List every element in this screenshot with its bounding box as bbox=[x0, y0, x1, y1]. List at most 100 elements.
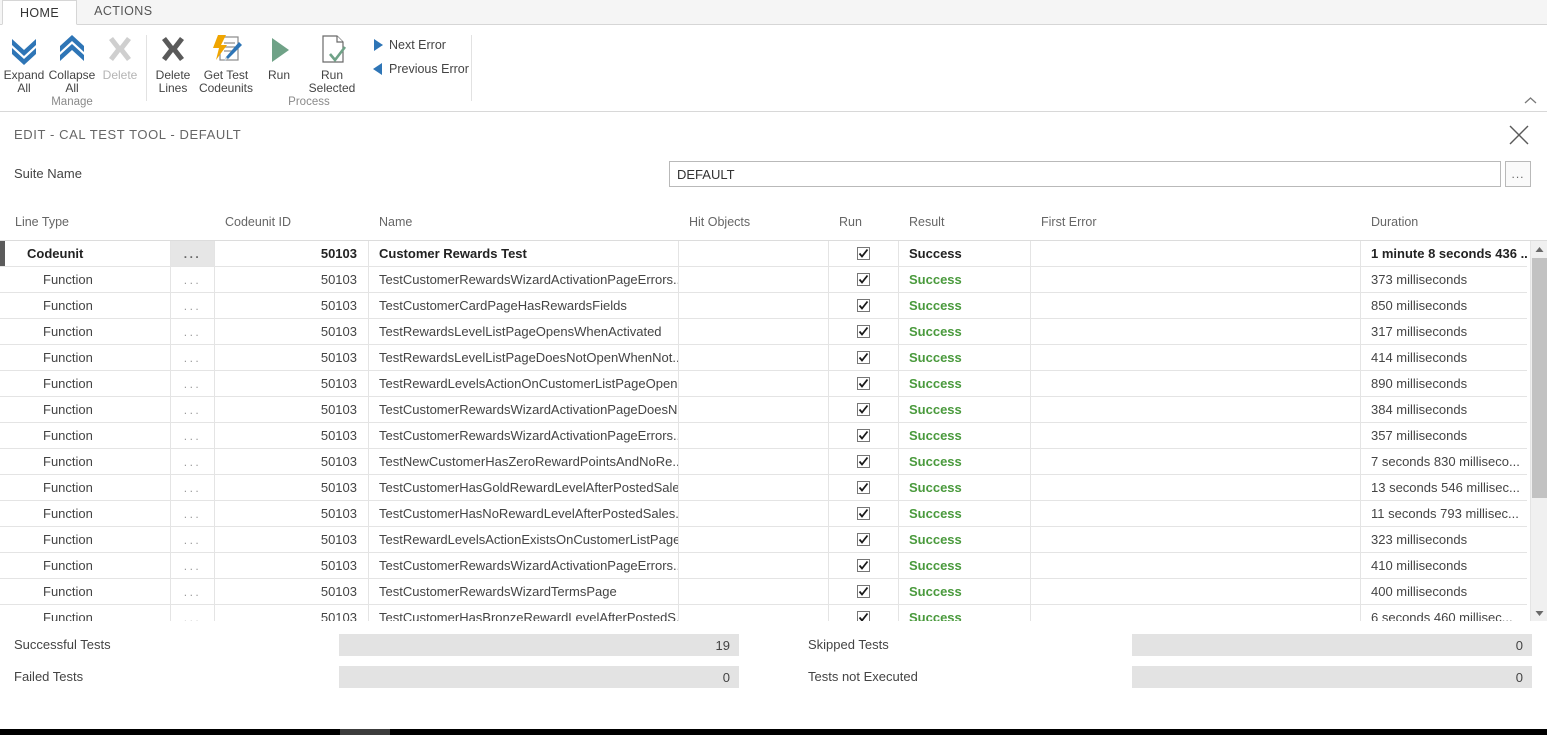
close-button[interactable] bbox=[1505, 121, 1533, 149]
row-menu-button[interactable]: ... bbox=[171, 293, 215, 319]
cell-name[interactable]: TestCustomerRewardsWizardActivationPageE… bbox=[369, 423, 679, 449]
cell-hit-objects[interactable] bbox=[679, 371, 829, 397]
table-row[interactable]: Function... 50103 TestCustomerHasNoRewardL… bbox=[0, 501, 1547, 527]
cell-run-checkbox[interactable] bbox=[829, 579, 899, 605]
checkbox-checked-icon[interactable] bbox=[857, 481, 870, 494]
cell-type[interactable]: Function bbox=[5, 553, 171, 579]
row-selector[interactable] bbox=[0, 475, 5, 501]
column-header-first-error[interactable]: First Error bbox=[1041, 215, 1097, 229]
cell-hit-objects[interactable] bbox=[679, 501, 829, 527]
table-row[interactable]: Codeunit... 50103 Customer Rewards Test Suc… bbox=[0, 241, 1547, 267]
scroll-down-arrow-icon[interactable] bbox=[1531, 605, 1547, 621]
taskbar-item[interactable] bbox=[340, 729, 390, 735]
cell-run-checkbox[interactable] bbox=[829, 423, 899, 449]
checkbox-checked-icon[interactable] bbox=[857, 585, 870, 598]
cell-result[interactable]: Success bbox=[899, 241, 1031, 267]
cell-result[interactable]: Success bbox=[899, 449, 1031, 475]
checkbox-checked-icon[interactable] bbox=[857, 559, 870, 572]
cell-type[interactable]: Function bbox=[5, 397, 171, 423]
table-row[interactable]: Function... 50103 TestCustomerRewardsWizar… bbox=[0, 267, 1547, 293]
checkbox-checked-icon[interactable] bbox=[857, 533, 870, 546]
cell-duration[interactable]: 384 milliseconds bbox=[1361, 397, 1527, 423]
column-header-duration[interactable]: Duration bbox=[1371, 215, 1419, 229]
cell-run-checkbox[interactable] bbox=[829, 371, 899, 397]
table-row[interactable]: Function... 50103 TestRewardLevelsActionOn… bbox=[0, 371, 1547, 397]
cell-first-error[interactable] bbox=[1031, 579, 1361, 605]
row-selector[interactable] bbox=[0, 397, 5, 423]
cell-hit-objects[interactable] bbox=[679, 553, 829, 579]
cell-result[interactable]: Success bbox=[899, 267, 1031, 293]
cell-duration[interactable]: 7 seconds 830 milliseco... bbox=[1361, 449, 1527, 475]
cell-first-error[interactable] bbox=[1031, 319, 1361, 345]
column-header-result[interactable]: Result bbox=[909, 215, 945, 229]
cell-first-error[interactable] bbox=[1031, 371, 1361, 397]
row-menu-button[interactable]: ... bbox=[171, 449, 215, 475]
checkbox-checked-icon[interactable] bbox=[857, 611, 870, 621]
checkbox-checked-icon[interactable] bbox=[857, 247, 870, 260]
cell-hit-objects[interactable] bbox=[679, 527, 829, 553]
ribbon-collapse-button[interactable] bbox=[1521, 91, 1539, 109]
cell-first-error[interactable] bbox=[1031, 345, 1361, 371]
cell-hit-objects[interactable] bbox=[679, 293, 829, 319]
cell-result[interactable]: Success bbox=[899, 501, 1031, 527]
cell-name[interactable]: TestCustomerCardPageHasRewardsFields bbox=[369, 293, 679, 319]
checkbox-checked-icon[interactable] bbox=[857, 273, 870, 286]
cell-type[interactable]: Function bbox=[5, 579, 171, 605]
cell-run-checkbox[interactable] bbox=[829, 449, 899, 475]
scrollbar-thumb[interactable] bbox=[1532, 258, 1547, 498]
cell-result[interactable]: Success bbox=[899, 605, 1031, 621]
column-header-codeunit-id[interactable]: Codeunit ID bbox=[225, 215, 292, 229]
cell-type[interactable]: Function bbox=[5, 319, 171, 345]
row-menu-button[interactable]: ... bbox=[171, 371, 215, 397]
cell-codeunit-id[interactable]: 50103 bbox=[215, 501, 369, 527]
checkbox-checked-icon[interactable] bbox=[857, 429, 870, 442]
cell-run-checkbox[interactable] bbox=[829, 501, 899, 527]
table-row[interactable]: Function... 50103 TestCustomerHasBronzeRew… bbox=[0, 605, 1547, 621]
table-row[interactable]: Function... 50103 TestRewardLevelsActionEx… bbox=[0, 527, 1547, 553]
cell-first-error[interactable] bbox=[1031, 475, 1361, 501]
cell-name[interactable]: TestCustomerHasBronzeRewardLevelAfterPos… bbox=[369, 605, 679, 621]
table-row[interactable]: Function... 50103 TestRewardsLevelListPage… bbox=[0, 345, 1547, 371]
cell-duration[interactable]: 323 milliseconds bbox=[1361, 527, 1527, 553]
checkbox-checked-icon[interactable] bbox=[857, 351, 870, 364]
row-menu-button[interactable]: ... bbox=[171, 475, 215, 501]
cell-run-checkbox[interactable] bbox=[829, 527, 899, 553]
scroll-up-arrow-icon[interactable] bbox=[1531, 241, 1547, 258]
cell-type[interactable]: Function bbox=[5, 527, 171, 553]
cell-type[interactable]: Function bbox=[5, 345, 171, 371]
row-selector[interactable] bbox=[0, 371, 5, 397]
row-selector[interactable] bbox=[0, 293, 5, 319]
column-header-name[interactable]: Name bbox=[379, 215, 413, 229]
cell-result[interactable]: Success bbox=[899, 475, 1031, 501]
row-selector[interactable] bbox=[0, 501, 5, 527]
successful-tests-value[interactable]: 19 bbox=[339, 634, 739, 656]
table-row[interactable]: Function... 50103 TestRewardsLevelListPage… bbox=[0, 319, 1547, 345]
cell-type[interactable]: Function bbox=[5, 371, 171, 397]
cell-codeunit-id[interactable]: 50103 bbox=[215, 319, 369, 345]
cell-codeunit-id[interactable]: 50103 bbox=[215, 527, 369, 553]
cell-codeunit-id[interactable]: 50103 bbox=[215, 553, 369, 579]
cell-name[interactable]: TestRewardLevelsActionExistsOnCustomerLi… bbox=[369, 527, 679, 553]
cell-run-checkbox[interactable] bbox=[829, 293, 899, 319]
cell-codeunit-id[interactable]: 50103 bbox=[215, 267, 369, 293]
cell-codeunit-id[interactable]: 50103 bbox=[215, 345, 369, 371]
cell-duration[interactable]: 11 seconds 793 millisec... bbox=[1361, 501, 1527, 527]
delete-lines-button[interactable]: Delete Lines bbox=[149, 29, 197, 95]
cell-first-error[interactable] bbox=[1031, 605, 1361, 621]
previous-error-button[interactable]: Previous Error bbox=[367, 57, 469, 81]
row-selector[interactable] bbox=[0, 345, 5, 371]
cell-first-error[interactable] bbox=[1031, 501, 1361, 527]
cell-codeunit-id[interactable]: 50103 bbox=[215, 371, 369, 397]
cell-type[interactable]: Function bbox=[5, 423, 171, 449]
cell-run-checkbox[interactable] bbox=[829, 319, 899, 345]
run-selected-button[interactable]: Run Selected bbox=[303, 29, 361, 95]
tab-home[interactable]: HOME bbox=[2, 0, 78, 25]
row-menu-button[interactable]: ... bbox=[171, 345, 215, 371]
row-menu-button[interactable]: ... bbox=[171, 241, 215, 267]
cell-codeunit-id[interactable]: 50103 bbox=[215, 397, 369, 423]
cell-first-error[interactable] bbox=[1031, 397, 1361, 423]
table-row[interactable]: Function... 50103 TestCustomerRewardsWizar… bbox=[0, 397, 1547, 423]
cell-result[interactable]: Success bbox=[899, 423, 1031, 449]
checkbox-checked-icon[interactable] bbox=[857, 377, 870, 390]
row-menu-button[interactable]: ... bbox=[171, 319, 215, 345]
